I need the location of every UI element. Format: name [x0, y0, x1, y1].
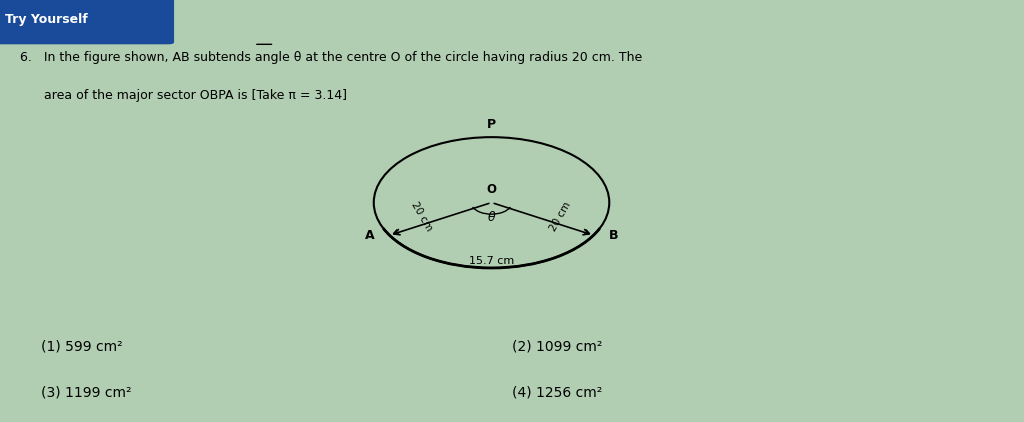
- Text: (1) 599 cm²: (1) 599 cm²: [41, 339, 123, 353]
- Text: (2) 1099 cm²: (2) 1099 cm²: [512, 339, 602, 353]
- Text: O: O: [486, 183, 497, 196]
- Text: θ: θ: [487, 211, 496, 224]
- Text: 6.   In the figure shown, AB subtends angle θ at the centre O of the circle havi: 6. In the figure shown, AB subtends angl…: [20, 51, 643, 64]
- Text: (3) 1199 cm²: (3) 1199 cm²: [41, 385, 131, 400]
- Text: 15.7 cm: 15.7 cm: [469, 256, 514, 266]
- FancyBboxPatch shape: [0, 0, 174, 44]
- Text: P: P: [487, 118, 496, 131]
- Text: area of the major sector OBPA is [Take π = 3.14]: area of the major sector OBPA is [Take π…: [20, 89, 347, 102]
- Text: 20 cm: 20 cm: [410, 200, 434, 233]
- Text: B: B: [609, 229, 618, 242]
- Text: A: A: [365, 229, 374, 242]
- Text: 20 cm: 20 cm: [549, 200, 573, 233]
- Text: Try Yourself: Try Yourself: [5, 14, 88, 26]
- Text: (4) 1256 cm²: (4) 1256 cm²: [512, 385, 602, 400]
